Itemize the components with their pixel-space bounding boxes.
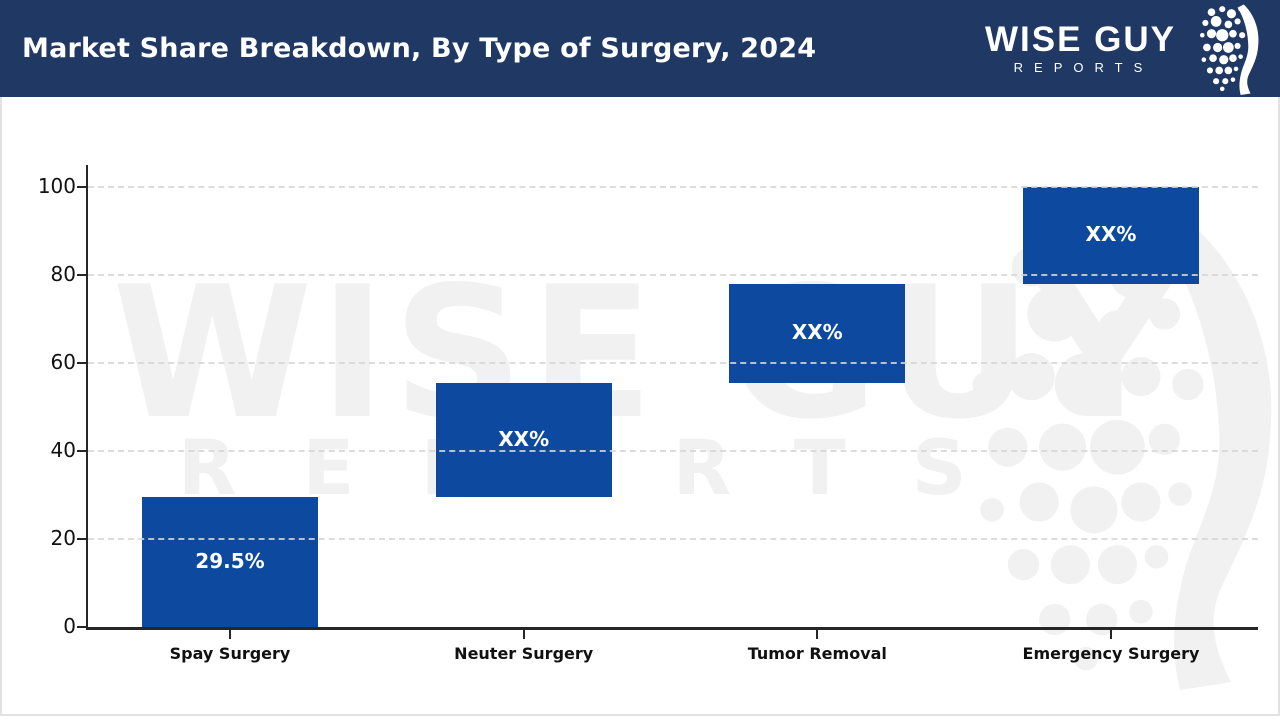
y-tick-40 bbox=[77, 450, 86, 452]
x-tick-2 bbox=[816, 630, 819, 639]
y-tick-label-40: 40 bbox=[50, 438, 76, 462]
logo-wordmark: WISE GUY bbox=[984, 19, 1176, 59]
gridline-40 bbox=[88, 450, 1258, 452]
y-tick-80 bbox=[77, 274, 86, 276]
bar-value-label: 29.5% bbox=[195, 549, 265, 574]
bar-value-label: XX% bbox=[498, 427, 550, 451]
x-axis-line bbox=[86, 627, 1258, 630]
y-tick-0 bbox=[77, 626, 86, 628]
gridline-60 bbox=[88, 362, 1258, 364]
header-bar: Market Share Breakdown, By Type of Surge… bbox=[0, 0, 1280, 97]
x-tick-1 bbox=[522, 630, 525, 639]
wise-guy-logo: WISE GUY REPORTS bbox=[985, 3, 1280, 95]
wise-guy-head-icon bbox=[1200, 4, 1259, 95]
bar-1 bbox=[435, 382, 612, 498]
x-category-label: Emergency Surgery bbox=[1022, 644, 1200, 663]
bar-2 bbox=[729, 283, 906, 383]
logo-text: WISE GUY REPORTS bbox=[984, 19, 1176, 76]
logo-subtitle: REPORTS bbox=[1013, 60, 1154, 76]
y-tick-20 bbox=[77, 538, 86, 540]
x-category-label: Tumor Removal bbox=[747, 644, 887, 663]
y-axis-line bbox=[86, 165, 88, 630]
y-tick-60 bbox=[77, 362, 86, 364]
y-tick-label-80: 80 bbox=[50, 262, 76, 286]
page-title: Market Share Breakdown, By Type of Surge… bbox=[22, 33, 817, 64]
gridline-100 bbox=[88, 186, 1258, 188]
y-tick-100 bbox=[77, 186, 86, 188]
gridline-20 bbox=[88, 538, 1258, 540]
bar-value-label: XX% bbox=[1085, 222, 1137, 247]
x-tick-0 bbox=[229, 630, 231, 639]
y-tick-label-100: 100 bbox=[37, 174, 76, 198]
x-tick-3 bbox=[1110, 630, 1112, 639]
bar-value-label: XX% bbox=[791, 320, 843, 345]
x-category-label: Spay Surgery bbox=[169, 644, 291, 663]
x-category-label: Neuter Surgery bbox=[454, 644, 594, 663]
y-tick-label-60: 60 bbox=[50, 350, 76, 374]
content-frame bbox=[0, 97, 1280, 716]
y-tick-label-20: 20 bbox=[50, 526, 76, 550]
gridline-80 bbox=[88, 274, 1258, 276]
y-tick-label-0: 0 bbox=[63, 614, 76, 638]
bar-0 bbox=[142, 497, 318, 627]
